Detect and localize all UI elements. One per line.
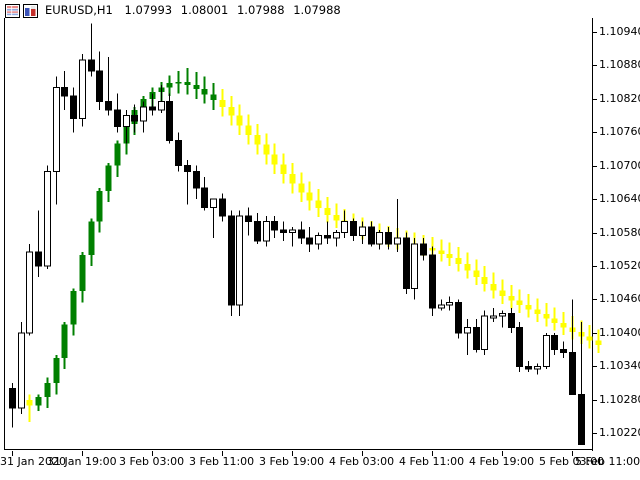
price-axis-label: 1.10880 xyxy=(599,58,640,71)
time-axis-tick xyxy=(292,451,293,456)
price-axis-label: 1.10400 xyxy=(599,326,640,339)
close-value: 1.07988 xyxy=(293,2,341,17)
time-axis-tick xyxy=(572,451,573,456)
price-axis-label: 1.10700 xyxy=(599,159,640,172)
price-axis-label: 1.10340 xyxy=(599,359,640,372)
time-axis-label: 31 Jan 19:00 xyxy=(47,455,117,468)
price-axis-tick xyxy=(592,166,597,167)
price-axis-tick xyxy=(592,266,597,267)
time-axis-label: 3 Feb 03:00 xyxy=(119,455,185,468)
time-axis-tick xyxy=(432,451,433,456)
time-axis-label: 3 Feb 19:00 xyxy=(259,455,325,468)
time-axis-tick xyxy=(82,451,83,456)
time-axis-label: 31 Jan 2020 xyxy=(0,455,66,468)
time-axis-label: 4 Feb 03:00 xyxy=(329,455,395,468)
price-axis-tick xyxy=(592,299,597,300)
price-axis-label: 1.10580 xyxy=(599,226,640,239)
price-axis-label: 1.10940 xyxy=(599,25,640,38)
chart-header: EURUSD,H1 1.07993 1.08001 1.07988 1.0798… xyxy=(0,0,346,20)
header-icon-group xyxy=(5,3,38,18)
price-axis-tick xyxy=(592,99,597,100)
time-axis-tick xyxy=(362,451,363,456)
price-axis-tick xyxy=(592,433,597,434)
price-axis-tick xyxy=(592,199,597,200)
time-axis-label: 4 Feb 19:00 xyxy=(469,455,535,468)
low-value: 1.07988 xyxy=(236,2,285,17)
price-axis-tick xyxy=(592,65,597,66)
time-axis-label: 3 Feb 11:00 xyxy=(189,455,255,468)
high-value: 1.08001 xyxy=(180,2,229,17)
price-axis-label: 1.10460 xyxy=(599,292,640,305)
price-axis-label: 1.10820 xyxy=(599,92,640,105)
ohlc-values: 1.07993 1.08001 1.07988 1.07988 xyxy=(125,3,346,17)
price-axis-label: 1.10220 xyxy=(599,426,640,439)
time-axis-tick xyxy=(152,451,153,456)
price-axis-line xyxy=(592,18,593,451)
time-axis-label: 4 Feb 11:00 xyxy=(399,455,465,468)
time-axis-label: 5 Feb 03:00 xyxy=(539,455,605,468)
symbol-period-label: EURUSD,H1 xyxy=(45,2,113,17)
time-axis-tick xyxy=(222,451,223,456)
price-axis-tick xyxy=(592,333,597,334)
price-axis-tick xyxy=(592,366,597,367)
header-quote-line: EURUSD,H1 1.07993 1.08001 1.07988 1.0798… xyxy=(45,2,346,17)
time-axis-label: 5 Feb 11:00 xyxy=(575,455,640,468)
price-axis-label: 1.10280 xyxy=(599,393,640,406)
open-value: 1.07993 xyxy=(124,2,173,17)
bar-chart-icon[interactable] xyxy=(23,3,38,18)
price-axis-label: 1.10760 xyxy=(599,125,640,138)
price-axis-tick xyxy=(592,400,597,401)
price-axis-label: 1.10520 xyxy=(599,259,640,272)
price-axis-label: 1.10640 xyxy=(599,192,640,205)
time-axis-tick xyxy=(502,451,503,456)
time-axis-tick xyxy=(12,451,13,456)
price-axis-tick xyxy=(592,32,597,33)
price-axis-tick xyxy=(592,233,597,234)
table-icon[interactable] xyxy=(5,3,20,18)
price-axis-tick xyxy=(592,132,597,133)
